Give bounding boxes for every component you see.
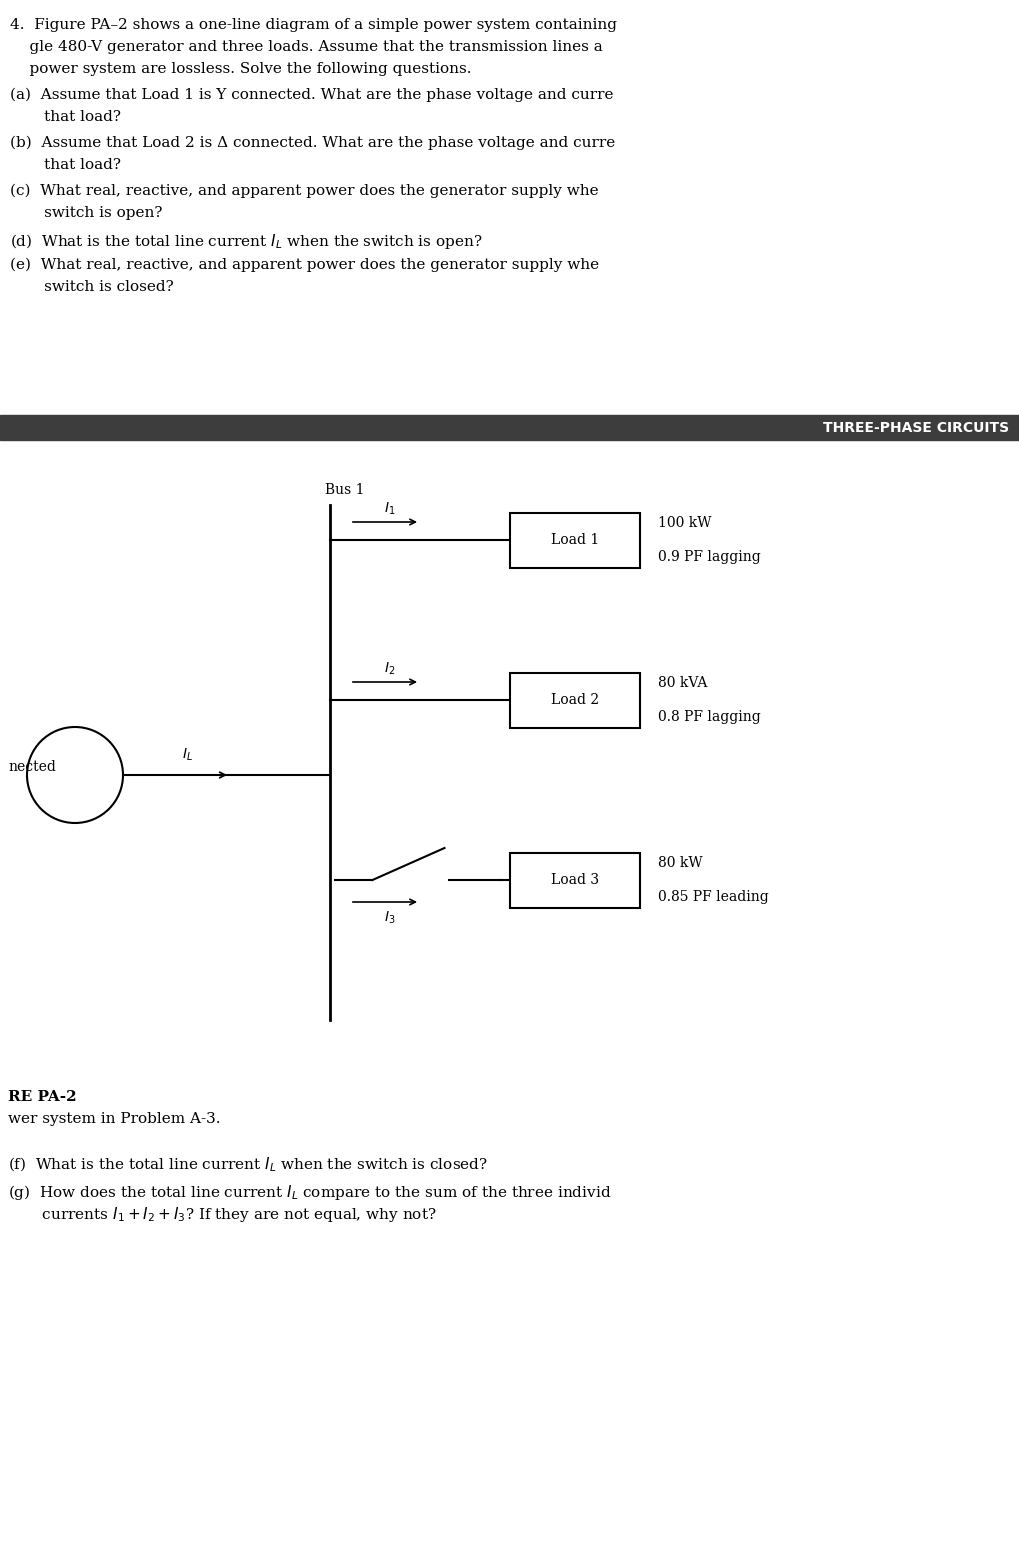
- Text: (d)  What is the total line current $I_L$ when the switch is open?: (d) What is the total line current $I_L$…: [10, 232, 483, 251]
- Text: Load 2: Load 2: [551, 693, 599, 707]
- Text: THREE-PHASE CIRCUITS: THREE-PHASE CIRCUITS: [823, 421, 1009, 435]
- Text: that load?: that load?: [10, 110, 121, 124]
- Bar: [0, 415, 1019, 439]
- Text: 0.9 PF lagging: 0.9 PF lagging: [658, 551, 761, 565]
- Text: nected: nected: [8, 760, 56, 774]
- Text: Bus 1: Bus 1: [325, 483, 365, 497]
- Text: wer system in Problem A-3.: wer system in Problem A-3.: [8, 1112, 220, 1126]
- Text: 80 kVA: 80 kVA: [658, 676, 707, 690]
- Text: $I_3$: $I_3$: [384, 910, 395, 927]
- Text: 0.8 PF lagging: 0.8 PF lagging: [658, 710, 761, 724]
- Text: (b)  Assume that Load 2 is Δ connected. What are the phase voltage and curre: (b) Assume that Load 2 is Δ connected. W…: [10, 136, 615, 150]
- Text: (a)  Assume that Load 1 is Y connected. What are the phase voltage and curre: (a) Assume that Load 1 is Y connected. W…: [10, 88, 613, 102]
- Text: $I_L$: $I_L$: [182, 747, 193, 763]
- Text: Load 1: Load 1: [551, 534, 599, 548]
- Text: (e)  What real, reactive, and apparent power does the generator supply whe: (e) What real, reactive, and apparent po…: [10, 258, 599, 272]
- Text: that load?: that load?: [10, 158, 121, 172]
- Bar: [510, 673, 640, 727]
- Text: gle 480-V generator and three loads. Assume that the transmission lines a: gle 480-V generator and three loads. Ass…: [10, 40, 603, 54]
- Text: switch is open?: switch is open?: [10, 206, 162, 220]
- Text: (g)  How does the total line current $I_L$ compare to the sum of the three indiv: (g) How does the total line current $I_L…: [8, 1183, 611, 1202]
- Text: (f)  What is the total line current $I_L$ when the switch is closed?: (f) What is the total line current $I_L$…: [8, 1156, 488, 1174]
- Text: RE PA-2: RE PA-2: [8, 1091, 76, 1105]
- Text: switch is closed?: switch is closed?: [10, 280, 174, 294]
- Text: 80 kW: 80 kW: [658, 855, 703, 869]
- Text: $I_1$: $I_1$: [384, 501, 395, 517]
- Text: power system are lossless. Solve the following questions.: power system are lossless. Solve the fol…: [10, 62, 472, 76]
- Text: 100 kW: 100 kW: [658, 517, 711, 531]
- Text: 4.  Figure PA–2 shows a one-line diagram of a simple power system containing: 4. Figure PA–2 shows a one-line diagram …: [10, 19, 616, 32]
- Text: 0.85 PF leading: 0.85 PF leading: [658, 890, 768, 903]
- Text: Load 3: Load 3: [551, 873, 599, 886]
- Bar: [510, 852, 640, 908]
- Bar: [510, 512, 640, 568]
- Text: currents $I_1 + I_2 + I_3$? If they are not equal, why not?: currents $I_1 + I_2 + I_3$? If they are …: [8, 1205, 436, 1224]
- Text: (c)  What real, reactive, and apparent power does the generator supply whe: (c) What real, reactive, and apparent po…: [10, 184, 598, 198]
- Text: $I_2$: $I_2$: [384, 661, 395, 678]
